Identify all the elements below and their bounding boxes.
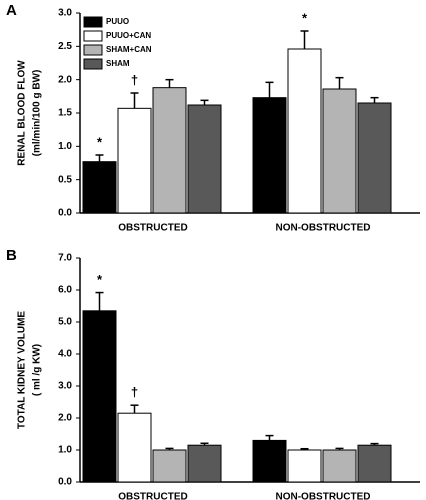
- y-tick-label: 2.0: [58, 413, 72, 424]
- x-tick-label: OBSTRUCTED: [118, 223, 187, 234]
- bar: [357, 102, 392, 214]
- bar: [117, 412, 152, 483]
- y-tick-label: 7.0: [58, 253, 72, 264]
- y-axis-label: ( ml /g KW): [32, 344, 43, 396]
- annotation: *: [302, 10, 308, 25]
- panel-label: B: [6, 247, 17, 264]
- bar: [322, 88, 357, 214]
- legend-label: SHAM+CAN: [106, 45, 152, 54]
- bar: [287, 48, 322, 214]
- y-tick-label: 3.0: [58, 381, 72, 392]
- y-tick-label: 0.5: [58, 174, 72, 185]
- legend-swatch: [83, 44, 103, 56]
- legend-label: SHAM: [106, 59, 130, 68]
- legend-label: PUUO+CAN: [106, 31, 151, 40]
- bar: [117, 107, 152, 214]
- y-tick-label: 5.0: [58, 317, 72, 328]
- bar: [287, 449, 322, 483]
- bar: [82, 310, 117, 483]
- x-tick-label: OBSTRUCTED: [118, 492, 187, 500]
- bar: [187, 444, 222, 483]
- bar: [252, 439, 287, 483]
- legend-swatch: [83, 30, 103, 42]
- y-tick-label: 3.0: [58, 8, 72, 19]
- bar: [357, 444, 392, 483]
- y-axis-label: (ml/min/100 g BW): [32, 70, 43, 157]
- y-tick-label: 2.0: [58, 74, 72, 85]
- bar: [82, 161, 117, 214]
- y-tick-label: 1.0: [58, 141, 72, 152]
- panel-label: A: [6, 2, 17, 19]
- legend-swatch: [83, 16, 103, 28]
- annotation: †: [131, 72, 138, 87]
- x-tick-label: NON-OBSTRUCTED: [276, 492, 371, 500]
- annotation: *: [97, 272, 103, 287]
- bar: [322, 449, 357, 483]
- y-tick-label: 6.0: [58, 285, 72, 296]
- y-axis-label: RENAL BLOOD FLOW: [17, 60, 28, 166]
- y-tick-label: 1.5: [58, 108, 72, 119]
- x-tick-label: NON-OBSTRUCTED: [276, 223, 371, 234]
- annotation: *: [97, 134, 103, 149]
- y-tick-label: 2.5: [58, 41, 72, 52]
- legend-label: PUUO: [106, 17, 129, 26]
- annotation: †: [131, 385, 138, 400]
- bar: [152, 87, 187, 214]
- y-tick-label: 4.0: [58, 349, 72, 360]
- y-tick-label: 0.0: [58, 477, 72, 488]
- legend-swatch: [83, 58, 103, 70]
- bar: [152, 449, 187, 483]
- y-axis-label: TOTAL KIDNEY VOLUME: [17, 311, 28, 429]
- y-tick-label: 0.0: [58, 208, 72, 219]
- bar: [252, 97, 287, 214]
- bar: [187, 104, 222, 214]
- y-tick-label: 1.0: [58, 445, 72, 456]
